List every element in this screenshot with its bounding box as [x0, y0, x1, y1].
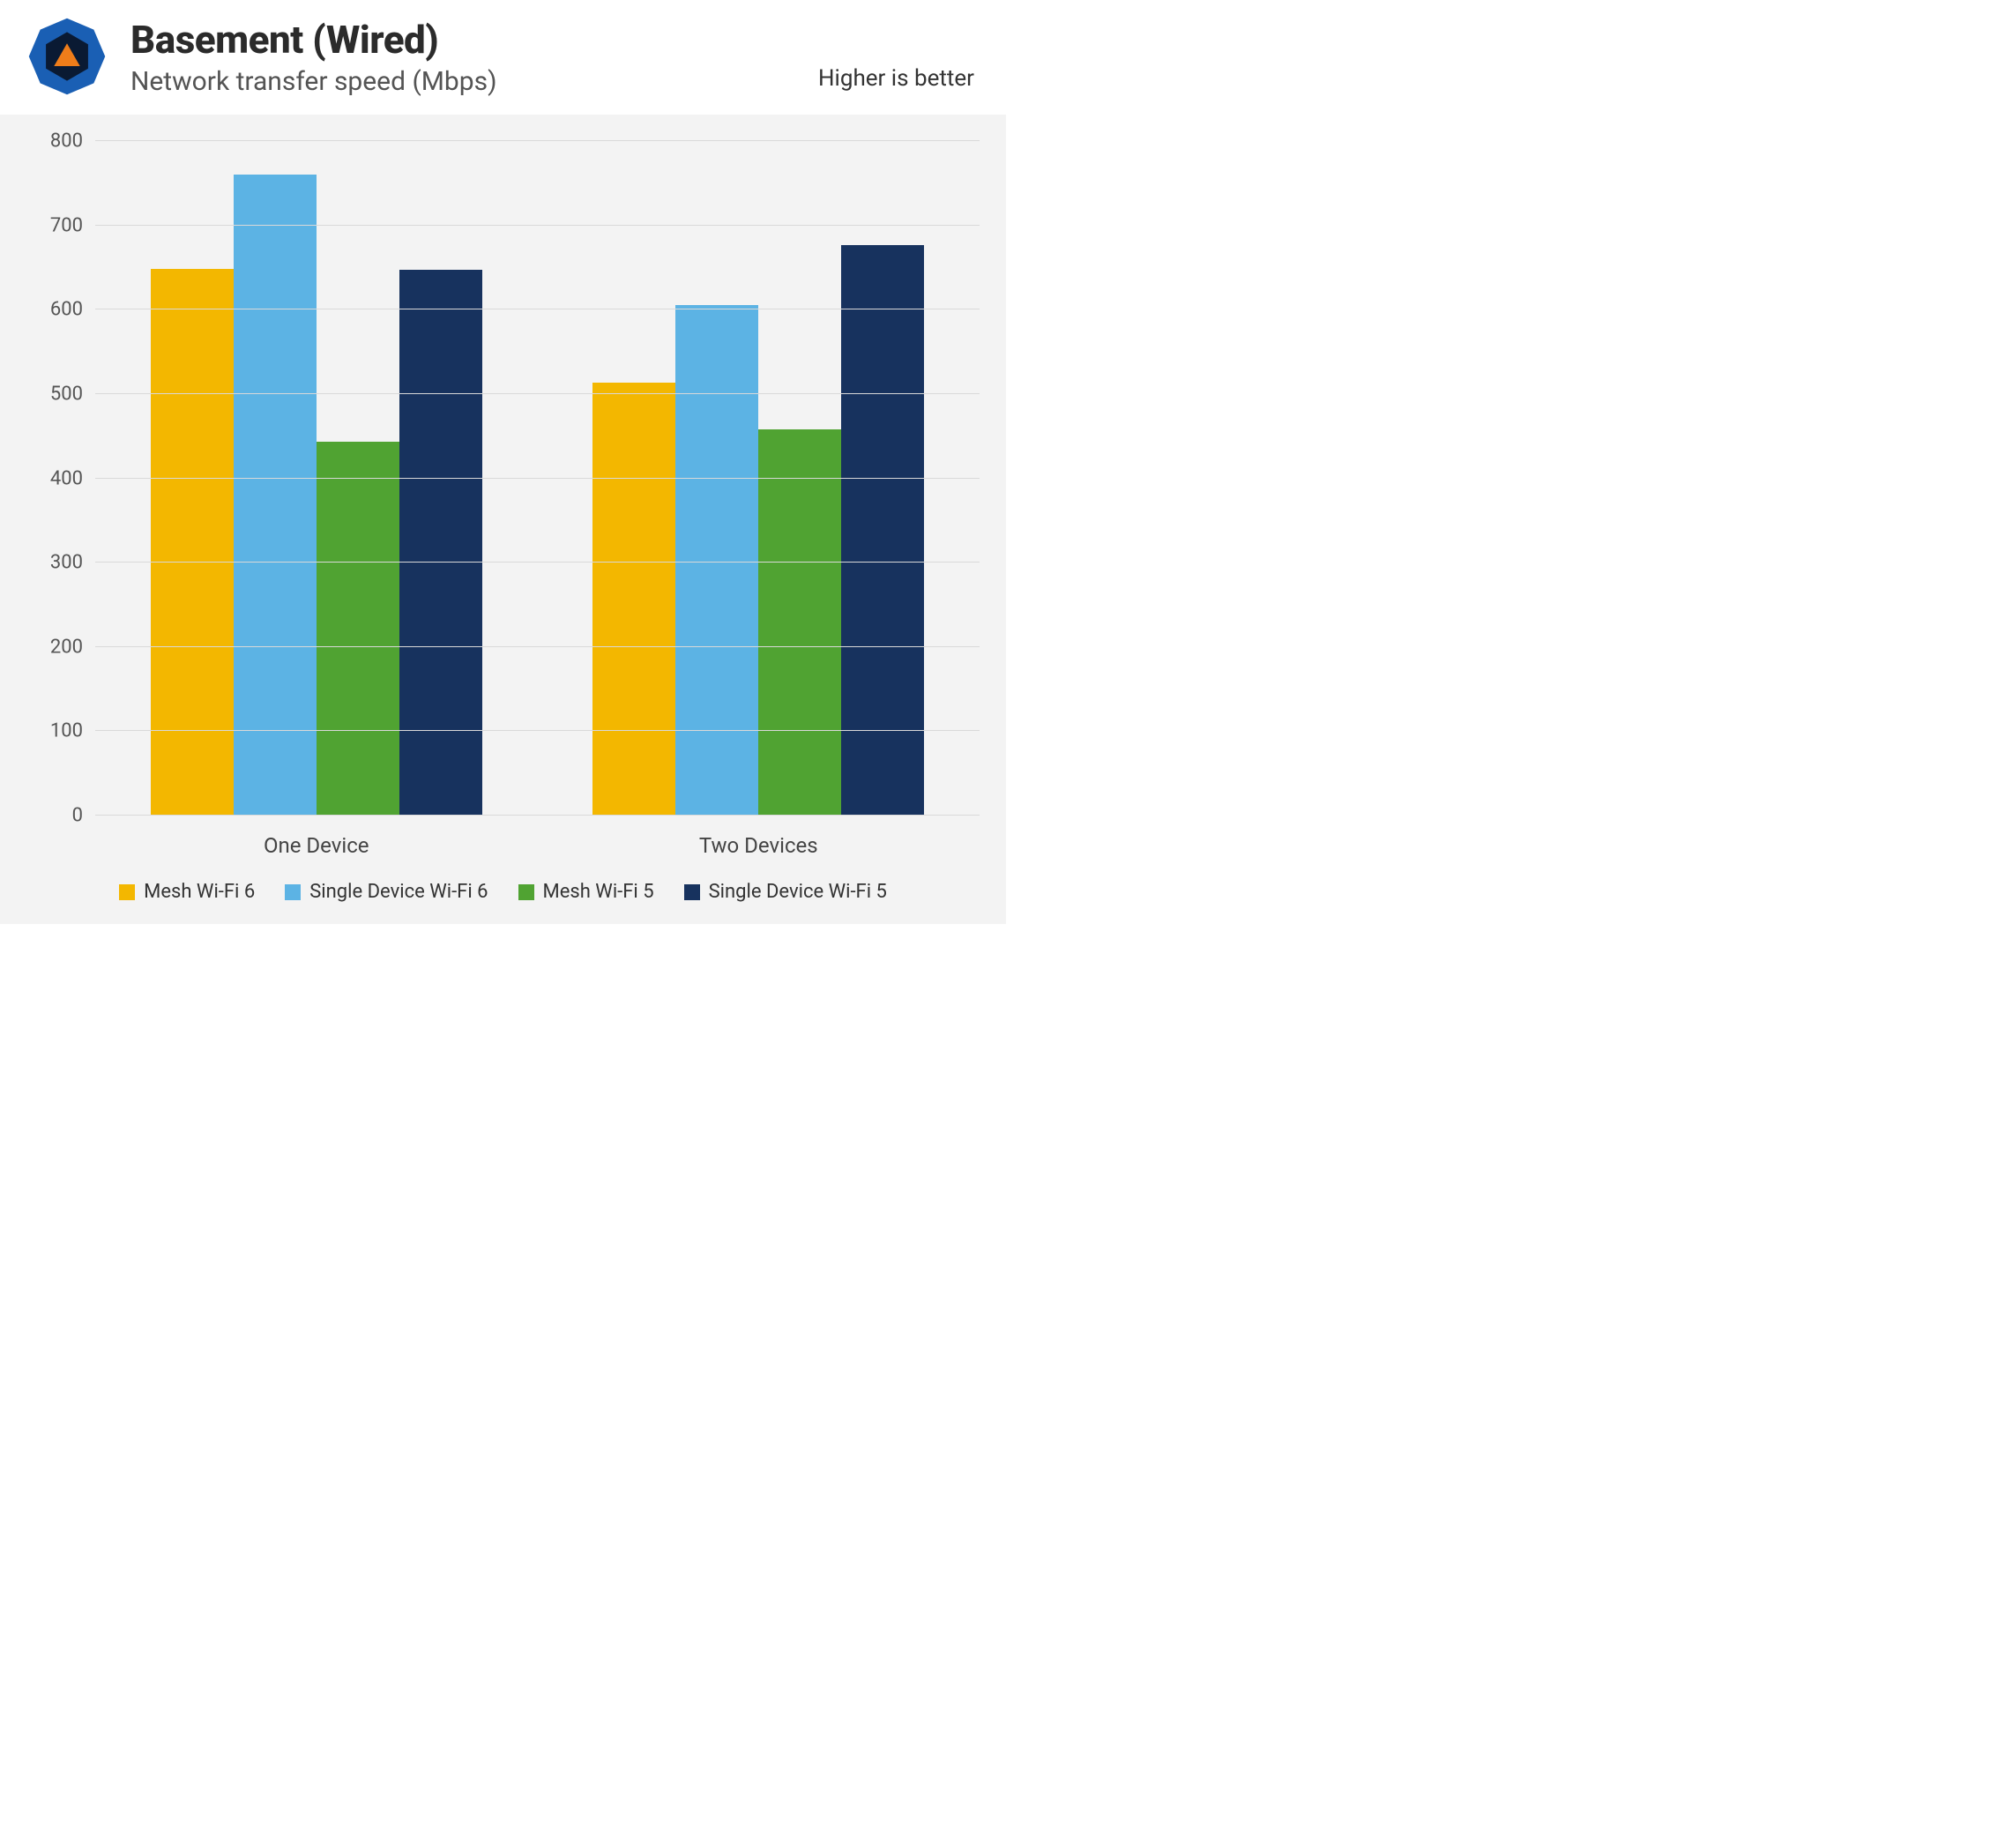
title-block: Basement (Wired) Network transfer speed …: [130, 17, 795, 97]
bar-group: [538, 141, 980, 816]
bar-group: [95, 141, 538, 816]
gridline: [95, 815, 980, 816]
logo-icon: [26, 16, 108, 97]
legend: Mesh Wi-Fi 6 Single Device Wi-Fi 6 Mesh Wi…: [26, 868, 980, 908]
legend-swatch: [684, 884, 700, 900]
legend-swatch: [119, 884, 135, 900]
x-label: One Device: [95, 816, 538, 868]
legend-item: Mesh Wi-Fi 6: [119, 881, 255, 903]
header: Basement (Wired) Network transfer speed …: [0, 0, 1006, 115]
chart-subtitle: Network transfer speed (Mbps): [130, 66, 795, 97]
bar: [675, 305, 758, 816]
legend-label: Mesh Wi-Fi 5: [543, 881, 654, 903]
x-label: Two Devices: [538, 816, 980, 868]
plot: 0100200300400500600700800: [26, 141, 980, 816]
gridline: [95, 730, 980, 731]
chart-container: Basement (Wired) Network transfer speed …: [0, 0, 1006, 924]
legend-item: Single Device Wi-Fi 6: [285, 881, 488, 903]
bar: [234, 175, 317, 816]
legend-item: Mesh Wi-Fi 5: [518, 881, 654, 903]
gridline: [95, 225, 980, 226]
y-tick: 700: [50, 214, 83, 236]
y-tick: 300: [50, 552, 83, 574]
x-axis: One DeviceTwo Devices: [95, 816, 980, 868]
gridline: [95, 646, 980, 647]
bar: [592, 383, 675, 816]
gridline: [95, 140, 980, 141]
chart-note: Higher is better: [818, 65, 980, 97]
legend-item: Single Device Wi-Fi 5: [684, 881, 887, 903]
y-axis: 0100200300400500600700800: [26, 141, 95, 816]
chart-title: Basement (Wired): [130, 17, 795, 63]
legend-label: Single Device Wi-Fi 5: [709, 881, 887, 903]
y-tick: 0: [72, 805, 83, 827]
y-tick: 200: [50, 636, 83, 658]
chart-area: 0 100 200 300 400 500 600 700 800 One DeviceTwo …: [0, 115, 1006, 924]
y-tick: 500: [50, 383, 83, 405]
legend-label: Single Device Wi-Fi 6: [309, 881, 488, 903]
legend-swatch: [285, 884, 301, 900]
y-tick: 600: [50, 299, 83, 321]
y-tick: 100: [50, 720, 83, 742]
y-tick: 400: [50, 467, 83, 489]
bar: [317, 442, 399, 816]
legend-swatch: [518, 884, 534, 900]
gridline: [95, 393, 980, 394]
y-tick: 800: [50, 130, 83, 153]
gridline: [95, 478, 980, 479]
bar: [151, 269, 234, 816]
bar-groups: [95, 141, 980, 816]
plot-wrap: 0100200300400500600700800 One DeviceTwo …: [26, 141, 980, 868]
bar: [399, 270, 482, 816]
bar: [758, 429, 841, 816]
grid-area: [95, 141, 980, 816]
legend-label: Mesh Wi-Fi 6: [144, 881, 255, 903]
gridline: [95, 562, 980, 563]
